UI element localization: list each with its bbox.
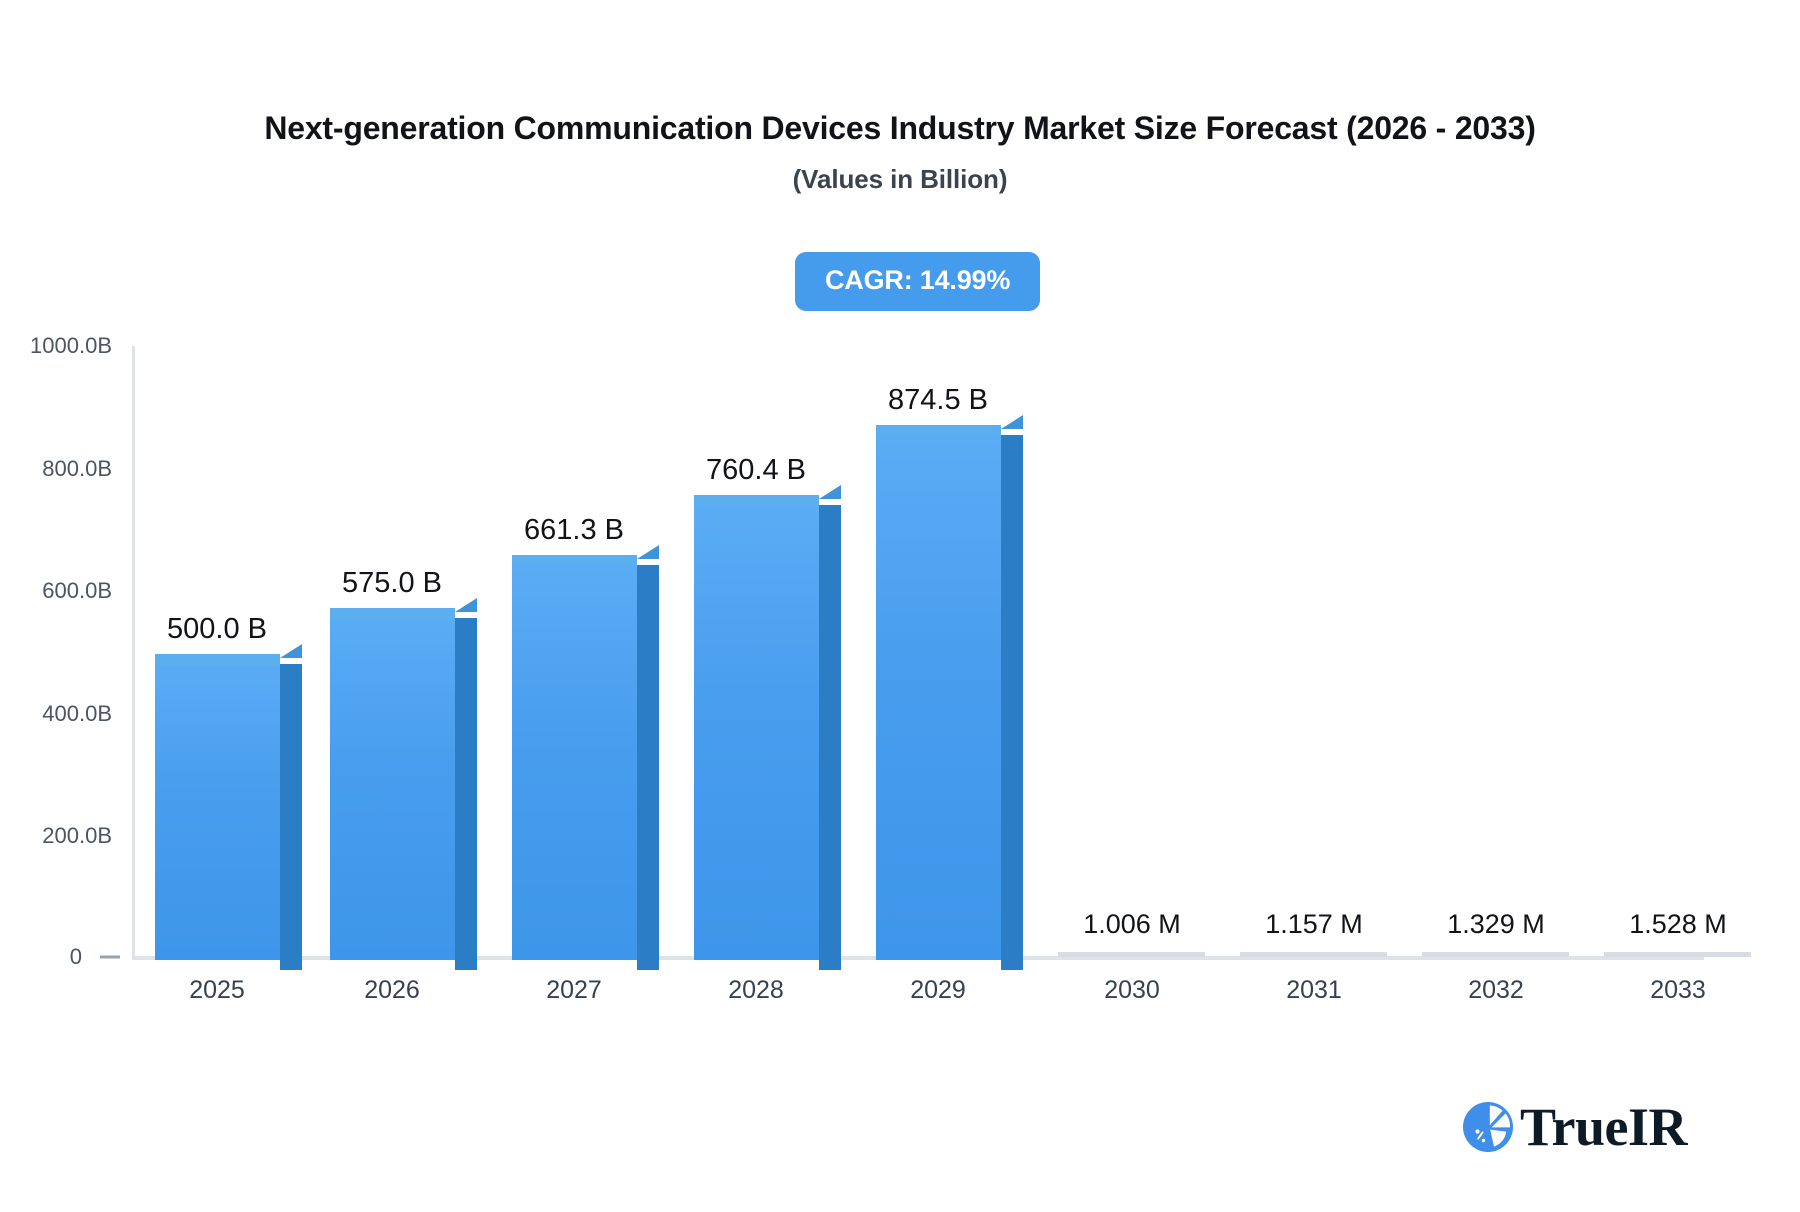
x-tick-label-2031: 2031 — [1286, 976, 1342, 1004]
x-tick-label-2032: 2032 — [1468, 976, 1524, 1004]
chart-subtitle: (Values in Billion) — [792, 163, 1008, 194]
title-block: Next-generation Communication Devices In… — [120, 108, 1680, 195]
bar-value-2031: 1.157 M — [1265, 909, 1363, 939]
bar-2027[interactable] — [512, 545, 659, 970]
brand-name: TrueIR — [1520, 1097, 1688, 1157]
bar-2030[interactable] — [1058, 952, 1205, 957]
bar-side-cap — [1001, 415, 1023, 429]
bar-top-face — [512, 555, 637, 566]
cagr-badge: CAGR: 14.99% — [795, 252, 1041, 311]
x-tick-label-2026: 2026 — [364, 976, 420, 1004]
x-tick-label-2028: 2028 — [728, 976, 784, 1004]
x-tick-label-2027: 2027 — [546, 976, 602, 1004]
bar-top-face — [876, 425, 1001, 436]
x-tick-label-2033: 2033 — [1650, 976, 1706, 1004]
bar-2028[interactable] — [694, 485, 841, 970]
bar-side-cap — [819, 485, 841, 499]
bar-2026[interactable] — [330, 598, 477, 970]
y-tick-label-200: 200.0B — [42, 823, 112, 848]
bar-front-face — [155, 654, 280, 960]
y-tick-label-800: 800.0B — [42, 456, 112, 481]
bar-side-face — [637, 565, 659, 970]
bar-2029[interactable] — [876, 415, 1023, 970]
y-tick-dash-icon — [100, 955, 120, 959]
bar-side-face — [280, 664, 302, 970]
y-tick-label-0: 0 — [69, 944, 82, 969]
y-tick-label-1000: 1000.0B — [30, 333, 112, 358]
bar-top-face — [155, 654, 280, 665]
bar-2033[interactable] — [1604, 952, 1751, 957]
x-tick-label-2029: 2029 — [910, 976, 966, 1004]
x-tick-label-2025: 2025 — [189, 976, 245, 1004]
bar-value-2029: 874.5 B — [888, 384, 988, 416]
bar-side-cap — [280, 644, 302, 658]
bar-value-2033: 1.528 M — [1629, 909, 1727, 939]
chart-title: Next-generation Communication Devices In… — [264, 110, 1536, 146]
bar-top-face — [330, 608, 455, 619]
bar-side-cap — [455, 598, 477, 612]
bar-side-face — [819, 505, 841, 970]
y-tick-label-400: 400.0B — [42, 701, 112, 726]
bar-side-face — [1001, 435, 1023, 970]
bar-front-face — [694, 495, 819, 960]
bar-value-2032: 1.329 M — [1447, 909, 1545, 939]
bar-front-face — [512, 555, 637, 960]
bar-value-2027: 661.3 B — [524, 514, 624, 546]
bar-top-face — [694, 495, 819, 506]
bar-2025[interactable] — [155, 644, 302, 970]
bar-value-2028: 760.4 B — [706, 454, 806, 486]
bar-side-cap — [637, 545, 659, 559]
brand-logo: TrueIR — [1462, 1097, 1688, 1157]
x-tick-label-2030: 2030 — [1104, 976, 1160, 1004]
y-tick-label-600: 600.0B — [42, 578, 112, 603]
bar-value-2026: 575.0 B — [342, 567, 442, 599]
bar-front-face — [876, 425, 1001, 960]
bar-side-face — [455, 618, 477, 970]
y-axis-line — [132, 346, 135, 960]
bar-2032[interactable] — [1422, 952, 1569, 957]
bar-front-face — [330, 608, 455, 960]
bar-2031[interactable] — [1240, 952, 1387, 957]
pie-chart-icon — [1462, 1101, 1514, 1153]
bar-value-2025: 500.0 B — [167, 613, 267, 645]
bar-value-2030: 1.006 M — [1083, 909, 1181, 939]
